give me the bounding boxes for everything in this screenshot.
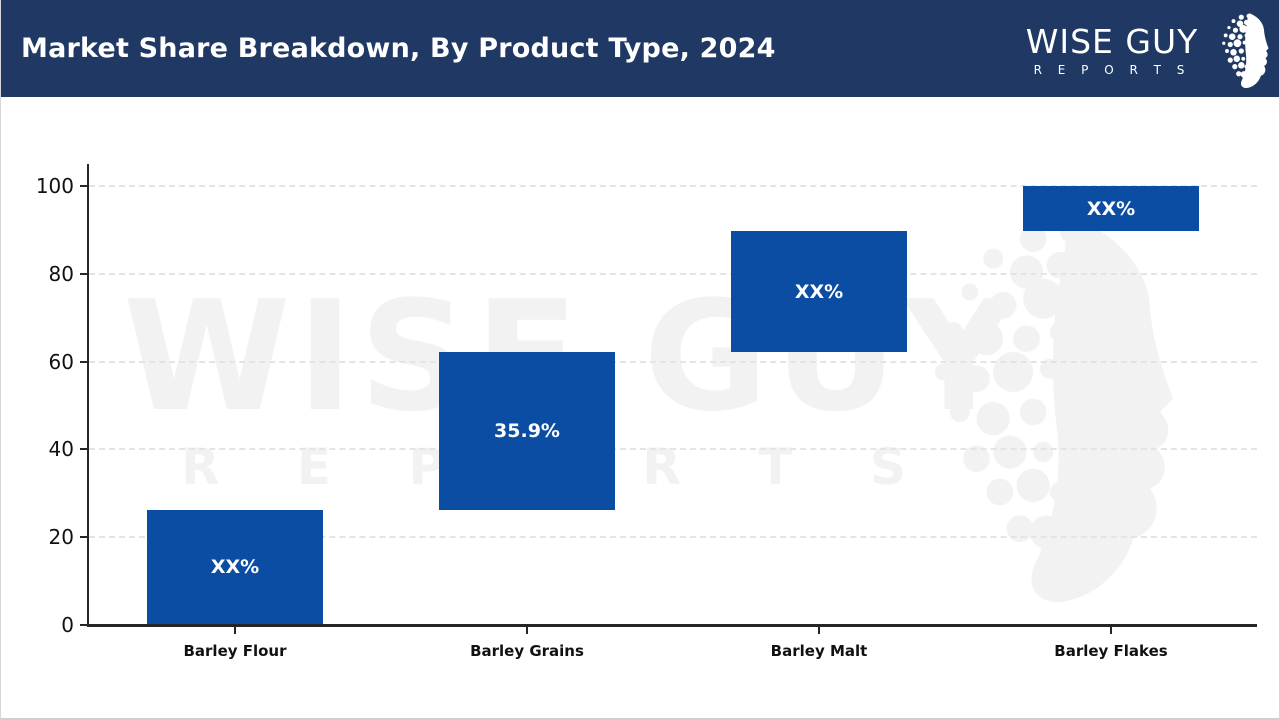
bar (147, 509, 323, 625)
bar-value-label: 35.9% (494, 419, 560, 442)
y-tick-label: 40 (48, 437, 74, 462)
y-axis (87, 164, 89, 627)
bar-value-label: XX% (1086, 197, 1136, 220)
x-tick-label: Barley Malt (770, 642, 868, 660)
bar (439, 351, 615, 510)
bar-value-label: XX% (210, 556, 260, 579)
gridline (89, 185, 1257, 187)
y-tick-label: 60 (48, 349, 74, 374)
y-tick-label: 20 (48, 525, 74, 550)
x-tick-label: Barley Grains (470, 642, 584, 660)
y-tick (80, 624, 89, 626)
gridline (89, 272, 1257, 275)
header: Market Share Breakdown, By Product Type,… (1, 0, 1279, 97)
wiseguy-logo: WISE GUY R E P O R T S (1017, 10, 1269, 90)
x-tick (1110, 625, 1112, 634)
y-tick (80, 272, 89, 275)
bar (1023, 186, 1199, 232)
y-tick-label: 0 (61, 613, 74, 637)
x-axis (87, 624, 1257, 627)
page-title: Market Share Breakdown, By Product Type,… (21, 33, 776, 64)
gridline (89, 536, 1257, 539)
x-tick-label: Barley Flour (183, 642, 287, 660)
logo-text-line2: R E P O R T S (1033, 63, 1191, 77)
gridline (89, 448, 1257, 451)
bar (731, 231, 907, 352)
x-tick (818, 625, 820, 634)
x-tick (526, 625, 528, 634)
logo-face-icon (1222, 13, 1269, 89)
y-tick (80, 536, 89, 539)
y-tick (80, 360, 89, 363)
logo-text-line1: WISE GUY (1025, 22, 1199, 61)
y-tick (80, 448, 89, 451)
x-tick-label: Barley Flakes (1054, 642, 1168, 660)
gridline (89, 360, 1257, 363)
bar-value-label: XX% (794, 280, 844, 303)
y-tick (80, 185, 89, 187)
x-tick (234, 625, 236, 634)
y-tick-label: 100 (35, 174, 74, 198)
y-tick-label: 80 (48, 261, 74, 286)
